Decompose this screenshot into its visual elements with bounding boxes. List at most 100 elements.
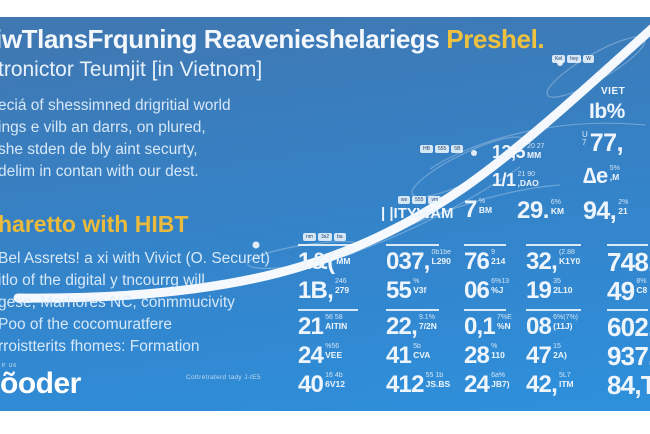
stats-row: 21 56 58 AITIN 22, 9.1% 7/2N 0,1 7%E %N 08 6%(7%)(… [298, 313, 650, 341]
stat-value: 748, [607, 247, 650, 277]
logo-superscript: P U6 [2, 363, 18, 369]
stat-sub: ITM [558, 379, 574, 389]
stat-cell: 412 55 1b JS.BS [386, 372, 464, 398]
itywam-label: | |ITYWAM [381, 205, 454, 222]
stat-value: 22, [386, 313, 418, 340]
stat-annotation: 0b1be L290 [432, 249, 451, 266]
stat-annotation: 7%E %N [497, 314, 512, 331]
stat-sub: 110 [491, 350, 505, 360]
stat-cell: 08 6%(7%) (11J) [526, 314, 607, 340]
stat-11dao: 1/1 21 90 ,DAO [492, 171, 539, 189]
stat-sub: 214 [491, 256, 506, 266]
stats-row: 1B, 246 279 55% V3f 06 6%13 %J 19 35 2L10 49 8% C8 [298, 278, 650, 305]
stat-sub: 2L10 [553, 285, 573, 295]
stat-cell: 748, [607, 249, 650, 275]
stat-sup: % [491, 343, 498, 350]
stat-sup: 8% [636, 278, 647, 285]
divider-line [298, 244, 358, 246]
stat-sub: ,M [609, 172, 620, 182]
stat-cell: 602, [607, 314, 650, 340]
stat-annotation: % 110 [491, 343, 505, 360]
stat-sub: AITIN [325, 321, 348, 331]
stat-sup: %56 [325, 343, 340, 350]
stat-prefix-line: 7 [582, 138, 587, 147]
viet-label: VIET [601, 86, 626, 97]
body-line: gese, Marhores NC, conmmucivity [0, 294, 235, 311]
stat-cell: 22, 9.1% 7/2N [386, 314, 464, 340]
stat-value: 08 [526, 313, 552, 340]
stat-value: 06 [464, 277, 490, 304]
stat-annotation: 5L7 ITM [559, 372, 574, 389]
stat-annotation: %56 VEE [325, 343, 342, 360]
stat-value: 76 [464, 248, 490, 275]
stat-annotation: 8% C8 [636, 278, 647, 295]
stat-sub: 279 [334, 285, 350, 295]
stat-value: 24 [298, 342, 324, 369]
stat-sup: 246 [334, 278, 347, 285]
stat-cell: 037, 0b1be L290 [386, 249, 464, 275]
stat-annotation: 9.1% 7/2N [419, 314, 437, 331]
stat-sup: 2% [618, 199, 629, 206]
stat-cell: 84,T [607, 372, 650, 398]
chart-marker-pill: ws [398, 196, 411, 204]
chart-marker-pill: nm [303, 233, 316, 241]
intro-line: delim in contan with our dest. [0, 163, 199, 180]
body-line: Bel Assrets! a xi with Vivict (O. Secure… [0, 250, 270, 267]
stat-cell: 06 6%13 %J [464, 278, 526, 304]
stat-value: 13,5 [492, 142, 526, 162]
stat-sub: CVA [413, 350, 431, 360]
stat-sup: % [478, 198, 486, 205]
stat-sub: ,DAO [517, 178, 539, 188]
chart-marker-pill: 5B [451, 145, 464, 153]
chart-marker-pill: 555 [434, 145, 450, 153]
stat-sub: 7/2N [418, 321, 437, 331]
grid-divider [298, 307, 650, 314]
stat-cell: 19 35 2L10 [526, 278, 607, 304]
stat-value: 7 [464, 196, 477, 223]
stat-cell: 28% 110 [464, 343, 526, 369]
stat-annotation: 5% ,M [610, 165, 620, 182]
stat-sup: 35 [553, 278, 561, 285]
stat-value: 1&( [298, 248, 335, 275]
stat-sup: 6a% [491, 372, 506, 379]
stat-annotation: 55 1b JS.BS [426, 372, 451, 389]
stat-sup: 9 [491, 249, 496, 256]
stat-sub: BM [478, 205, 493, 215]
stat-cell: 24 %56 VEE [298, 343, 386, 369]
stat-annotation: 6%13 %J [491, 278, 509, 295]
slide-subtitle: tronictor Teumjit [in Vietnom] [0, 58, 263, 81]
stat-cell: 1&(2655 MM [298, 249, 386, 275]
stat-value: 602, [607, 312, 650, 342]
stat-sup: 55 1b [425, 372, 444, 379]
body-line: rroistterits fhomes: Formation [0, 338, 200, 355]
stat-value: 0,1 [464, 313, 496, 340]
stat-sub: MM [527, 150, 542, 160]
chart-marker-pill: Kel [552, 55, 566, 63]
title-main: iwTlansFrquning Reavenieshelariegs [0, 24, 447, 54]
stat-value: 41 [386, 342, 412, 369]
stats-row: 24 %56 VEE 41 5b CVA 28% 110 47 15 2A) 937, [298, 341, 650, 371]
stat-cell: 55% V3f [386, 278, 464, 304]
stat-sup: 15 [553, 343, 561, 350]
stat-sub: KM [550, 206, 565, 216]
stat-sup: (2.88 [558, 249, 575, 256]
stat-value: 937, [607, 341, 650, 371]
footnote-text: Cottretraterd tady J-tE5 [186, 374, 261, 381]
stat-ae: ∆e 5% ,M [583, 165, 620, 187]
stat-annotation: 6a% JB7) [491, 372, 509, 389]
stat-annotation: % BM [479, 198, 492, 215]
stat-sub: C8 [636, 285, 648, 295]
stat-annotation: 56 58 AITIN [325, 314, 347, 331]
section-heading: haretto with HIBT [0, 211, 189, 237]
stat-value: 037, [386, 248, 430, 275]
stat-value: 28 [464, 342, 490, 369]
chart-marker-cluster: HB 555 5B [420, 145, 464, 153]
stat-value: 94, [583, 197, 617, 225]
stat-annotation: 9 214 [491, 249, 505, 266]
intro-line: ings e vilb an darrs, on plured, [0, 119, 206, 136]
chart-marker-pill: 555 [412, 196, 427, 204]
stat-cell: 21 56 58 AITIN [298, 314, 386, 340]
stats-row: 1&(2655 MM 037, 0b1be L290 76 9 214 32, (2.88 K1Y0… [298, 248, 650, 276]
divider-line [607, 309, 649, 311]
